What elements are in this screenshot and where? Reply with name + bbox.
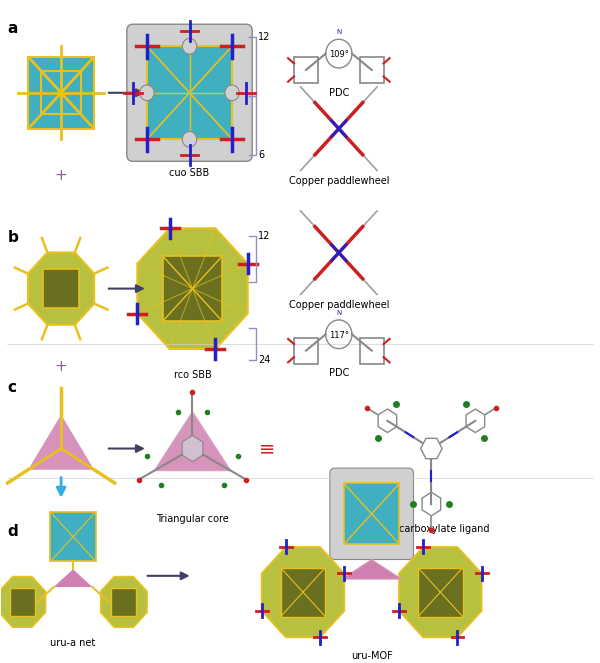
Polygon shape [111, 588, 136, 616]
Polygon shape [147, 46, 232, 139]
Text: rco SBB: rco SBB [173, 370, 211, 380]
Text: +: + [55, 359, 67, 375]
Text: +: + [55, 168, 67, 183]
Text: a: a [7, 21, 18, 36]
Text: 12: 12 [258, 231, 271, 241]
Polygon shape [399, 547, 482, 637]
FancyBboxPatch shape [127, 25, 252, 161]
Polygon shape [418, 568, 463, 617]
Text: PDC: PDC [329, 368, 349, 379]
Text: 6: 6 [258, 150, 265, 160]
Polygon shape [281, 568, 325, 617]
Text: PDC: PDC [329, 88, 349, 97]
Text: Copper paddlewheel: Copper paddlewheel [289, 300, 389, 310]
Text: N: N [336, 310, 341, 316]
Polygon shape [101, 577, 147, 627]
Polygon shape [262, 547, 344, 637]
Polygon shape [28, 57, 94, 129]
Text: uru-MOF: uru-MOF [351, 651, 392, 661]
Polygon shape [43, 269, 79, 308]
Text: N: N [336, 29, 341, 35]
Text: cuo SBB: cuo SBB [169, 168, 209, 178]
Polygon shape [28, 253, 94, 325]
Text: uru-a net: uru-a net [50, 638, 95, 648]
Text: 109°: 109° [329, 50, 349, 60]
Text: Hexacarboxylate ligand: Hexacarboxylate ligand [374, 524, 489, 534]
Polygon shape [182, 436, 203, 461]
Polygon shape [10, 588, 35, 616]
Text: 24: 24 [258, 355, 271, 365]
Polygon shape [137, 228, 248, 349]
Text: 12: 12 [258, 32, 271, 42]
Circle shape [182, 38, 197, 54]
Text: c: c [7, 380, 16, 395]
Polygon shape [0, 577, 46, 627]
Circle shape [225, 85, 239, 101]
Polygon shape [344, 483, 400, 544]
Text: ≡: ≡ [259, 439, 275, 458]
Polygon shape [28, 414, 94, 470]
Text: 117°: 117° [329, 331, 349, 340]
Polygon shape [342, 560, 401, 579]
FancyBboxPatch shape [330, 468, 413, 560]
Polygon shape [50, 512, 96, 562]
Text: d: d [7, 524, 18, 538]
Polygon shape [163, 256, 223, 322]
Circle shape [182, 131, 197, 147]
Polygon shape [154, 412, 230, 471]
Text: Triangular core: Triangular core [156, 514, 229, 524]
Text: b: b [7, 230, 18, 245]
Polygon shape [54, 570, 92, 587]
Circle shape [140, 85, 154, 101]
Text: Copper paddlewheel: Copper paddlewheel [289, 176, 389, 186]
